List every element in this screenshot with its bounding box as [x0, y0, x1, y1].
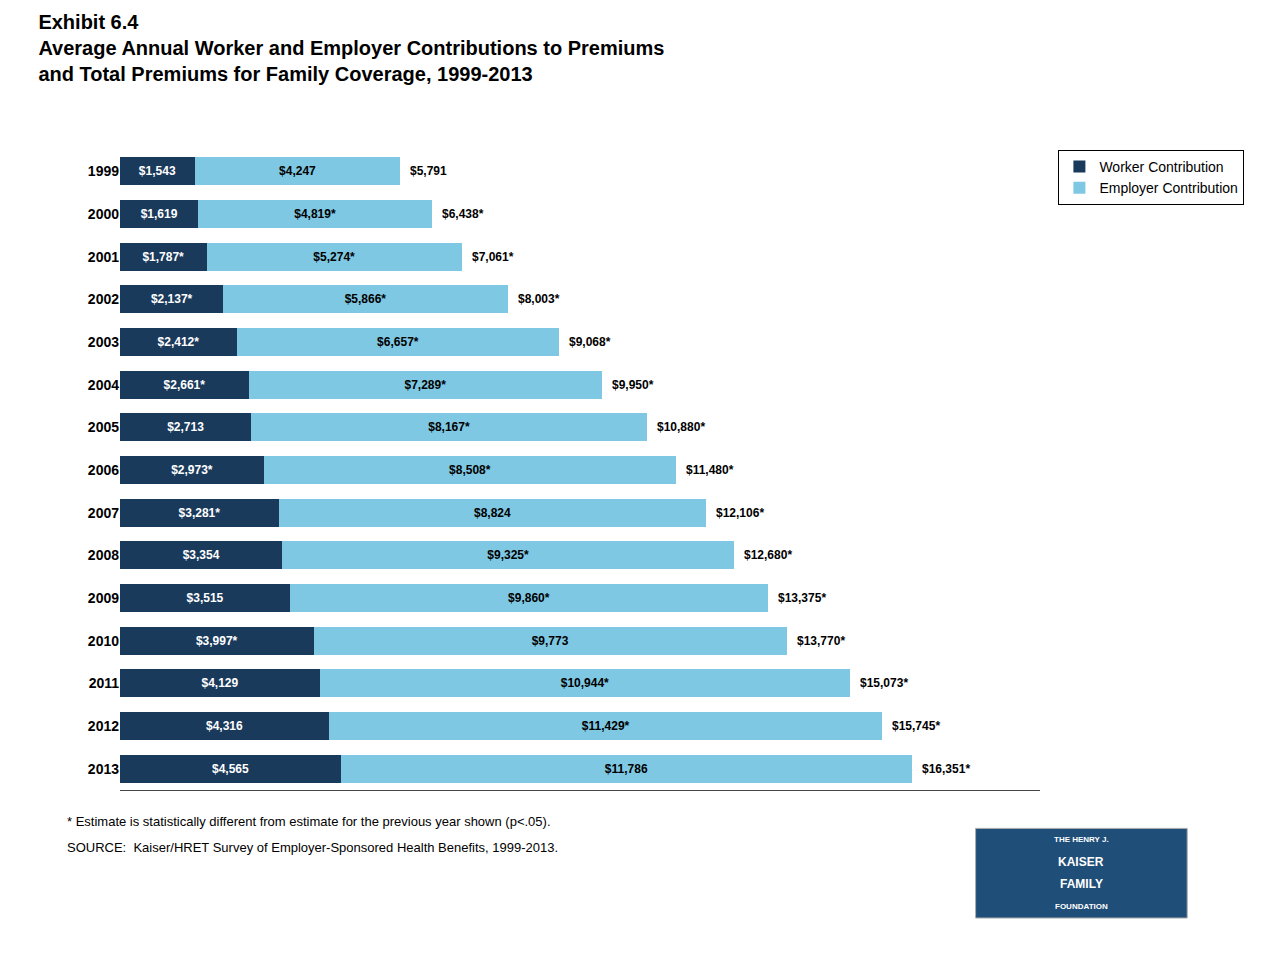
svg-text:2001: 2001: [88, 249, 119, 265]
svg-text:$5,274*: $5,274*: [313, 250, 355, 264]
svg-text:$1,619: $1,619: [141, 207, 178, 221]
svg-text:$1,787*: $1,787*: [142, 250, 184, 264]
svg-text:$4,129: $4,129: [201, 676, 238, 690]
svg-text:$11,786: $11,786: [605, 762, 648, 776]
svg-text:THE HENRY J.: THE HENRY J.: [1054, 835, 1109, 844]
svg-text:FAMILY: FAMILY: [1060, 877, 1103, 891]
svg-text:$10,944*: $10,944*: [561, 676, 609, 690]
svg-text:$11,480*: $11,480*: [686, 463, 734, 477]
svg-text:$13,770*: $13,770*: [797, 634, 845, 648]
svg-text:$8,508*: $8,508*: [449, 463, 491, 477]
svg-text:$12,106*: $12,106*: [716, 506, 764, 520]
svg-text:Worker Contribution: Worker Contribution: [1099, 159, 1223, 175]
svg-text:KAISER: KAISER: [1058, 855, 1104, 869]
svg-text:$9,068*: $9,068*: [569, 335, 611, 349]
svg-text:$8,003*: $8,003*: [518, 292, 560, 306]
svg-text:SOURCE: Kaiser/HRET Survey of: SOURCE: Kaiser/HRET Survey of Employer-S…: [67, 840, 558, 855]
svg-text:$5,791: $5,791: [410, 164, 447, 178]
svg-text:$1,543: $1,543: [139, 164, 176, 178]
svg-text:$2,412*: $2,412*: [158, 335, 200, 349]
svg-text:2002: 2002: [88, 291, 119, 307]
svg-text:Exhibit 6.4Average Annual Work: Exhibit 6.4Average Annual Worker and Emp…: [38, 11, 664, 85]
svg-text:2007: 2007: [88, 505, 119, 521]
svg-text:$2,973*: $2,973*: [171, 463, 213, 477]
svg-text:$3,281*: $3,281*: [179, 506, 221, 520]
svg-text:$4,565: $4,565: [212, 762, 249, 776]
svg-text:2005: 2005: [88, 419, 119, 435]
svg-text:$9,325*: $9,325*: [487, 548, 529, 562]
svg-text:2012: 2012: [88, 718, 119, 734]
svg-text:$8,167*: $8,167*: [428, 420, 470, 434]
svg-text:$2,713: $2,713: [167, 420, 204, 434]
svg-text:FOUNDATION: FOUNDATION: [1055, 902, 1108, 911]
svg-text:$15,745*: $15,745*: [892, 719, 940, 733]
svg-text:$12,680*: $12,680*: [744, 548, 792, 562]
svg-text:2000: 2000: [88, 206, 119, 222]
svg-text:$10,880*: $10,880*: [657, 420, 705, 434]
svg-text:2004: 2004: [88, 377, 119, 393]
svg-text:2013: 2013: [88, 761, 119, 777]
svg-text:1999: 1999: [88, 163, 119, 179]
svg-text:2008: 2008: [88, 547, 119, 563]
svg-text:$8,824: $8,824: [474, 506, 511, 520]
svg-text:$13,375*: $13,375*: [778, 591, 826, 605]
svg-text:Employer Contribution: Employer Contribution: [1099, 180, 1238, 196]
svg-text:$2,137*: $2,137*: [151, 292, 193, 306]
svg-text:2010: 2010: [88, 633, 119, 649]
svg-text:$9,860*: $9,860*: [508, 591, 550, 605]
svg-text:$5,866*: $5,866*: [345, 292, 387, 306]
svg-text:$16,351*: $16,351*: [922, 762, 970, 776]
svg-text:$3,354: $3,354: [183, 548, 220, 562]
svg-text:2003: 2003: [88, 334, 119, 350]
svg-text:$9,950*: $9,950*: [612, 378, 654, 392]
svg-text:$4,316: $4,316: [206, 719, 243, 733]
svg-text:$4,247: $4,247: [279, 164, 316, 178]
svg-text:$6,657*: $6,657*: [377, 335, 419, 349]
svg-text:$15,073*: $15,073*: [860, 676, 908, 690]
svg-text:$2,661*: $2,661*: [164, 378, 206, 392]
svg-text:$7,061*: $7,061*: [472, 250, 514, 264]
svg-text:2009: 2009: [88, 590, 119, 606]
svg-text:2011: 2011: [89, 675, 120, 691]
svg-text:* Estimate is statistically di: * Estimate is statistically different fr…: [67, 814, 551, 829]
svg-text:$3,997*: $3,997*: [196, 634, 238, 648]
svg-text:$4,819*: $4,819*: [294, 207, 336, 221]
svg-text:2006: 2006: [88, 462, 119, 478]
svg-text:$11,429*: $11,429*: [582, 719, 630, 733]
svg-text:$3,515: $3,515: [187, 591, 224, 605]
svg-text:$9,773: $9,773: [532, 634, 569, 648]
svg-text:$6,438*: $6,438*: [442, 207, 484, 221]
svg-text:$7,289*: $7,289*: [404, 378, 446, 392]
